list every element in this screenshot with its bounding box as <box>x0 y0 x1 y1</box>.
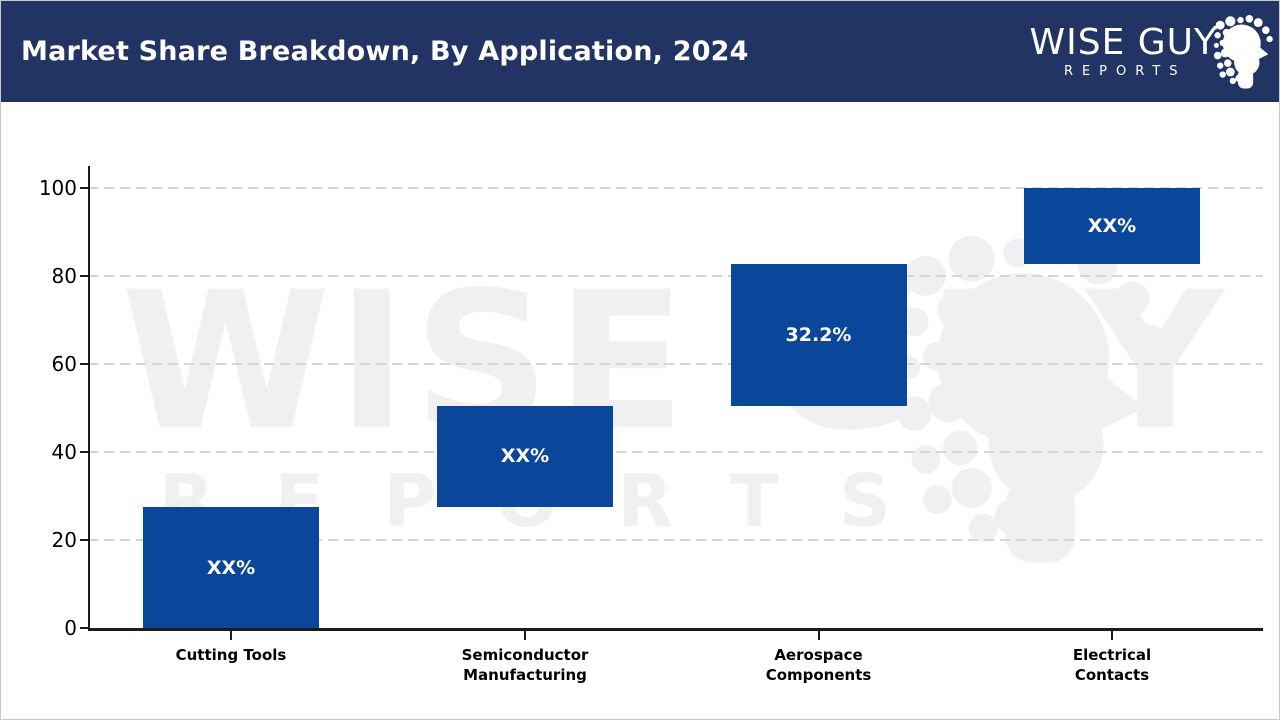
bar-value-label: 32.2% <box>785 323 852 346</box>
x-tick-mark <box>817 631 820 640</box>
header: Market Share Breakdown, By Application, … <box>1 1 1279 102</box>
brand-subname: REPORTS <box>1063 63 1187 79</box>
gridline-40 <box>88 451 1263 453</box>
y-tick-label: 40 <box>51 440 77 464</box>
gridline-60 <box>88 363 1263 365</box>
x-axis-spine <box>88 628 1263 631</box>
y-tick-mark <box>80 363 88 365</box>
y-tick-mark <box>80 451 88 453</box>
watermark-head-icon <box>894 230 1164 563</box>
gridline-20 <box>88 539 1263 541</box>
category-label: Cutting Tools <box>175 646 287 664</box>
bar-cutting-tools: XX% <box>143 507 319 628</box>
category-label: Semiconductor Manufacturing <box>461 646 589 684</box>
y-tick-label: 80 <box>51 264 77 288</box>
x-tick-mark <box>524 631 526 640</box>
x-tick-mark <box>1111 631 1113 640</box>
brand-logo: WISE GUY REPORTS <box>1030 13 1276 91</box>
y-tick-label: 0 <box>64 616 77 640</box>
y-tick-label: 20 <box>51 528 77 552</box>
x-tick-mark <box>230 631 232 640</box>
plot-area: WISE GUY REPORTS 020406080100XX%Cutting … <box>1 102 1279 719</box>
bar-semiconductor-manufacturing: XX% <box>437 405 613 507</box>
bar-electrical-contacts: XX% <box>1024 188 1200 265</box>
category-label: Aerospace Components <box>765 646 872 684</box>
bar-aerospace-components: 32.2% <box>730 264 907 406</box>
y-axis-spine <box>88 166 90 630</box>
bar-value-label: XX% <box>500 445 550 468</box>
y-tick-mark <box>80 539 88 541</box>
brand-name: WISE GUY <box>1029 21 1217 63</box>
y-tick-label: 60 <box>51 352 77 376</box>
category-label: Electrical Contacts <box>1072 646 1152 684</box>
y-tick-mark <box>80 275 88 277</box>
wise-guy-head-icon <box>1213 14 1273 88</box>
y-tick-label: 100 <box>38 176 77 200</box>
gridline-100 <box>88 187 1263 189</box>
y-tick-mark <box>80 187 88 189</box>
bar-value-label: XX% <box>206 556 256 579</box>
gridline-80 <box>88 275 1263 277</box>
y-tick-mark <box>80 627 88 629</box>
page-title: Market Share Breakdown, By Application, … <box>21 36 749 67</box>
bar-value-label: XX% <box>1087 215 1137 238</box>
